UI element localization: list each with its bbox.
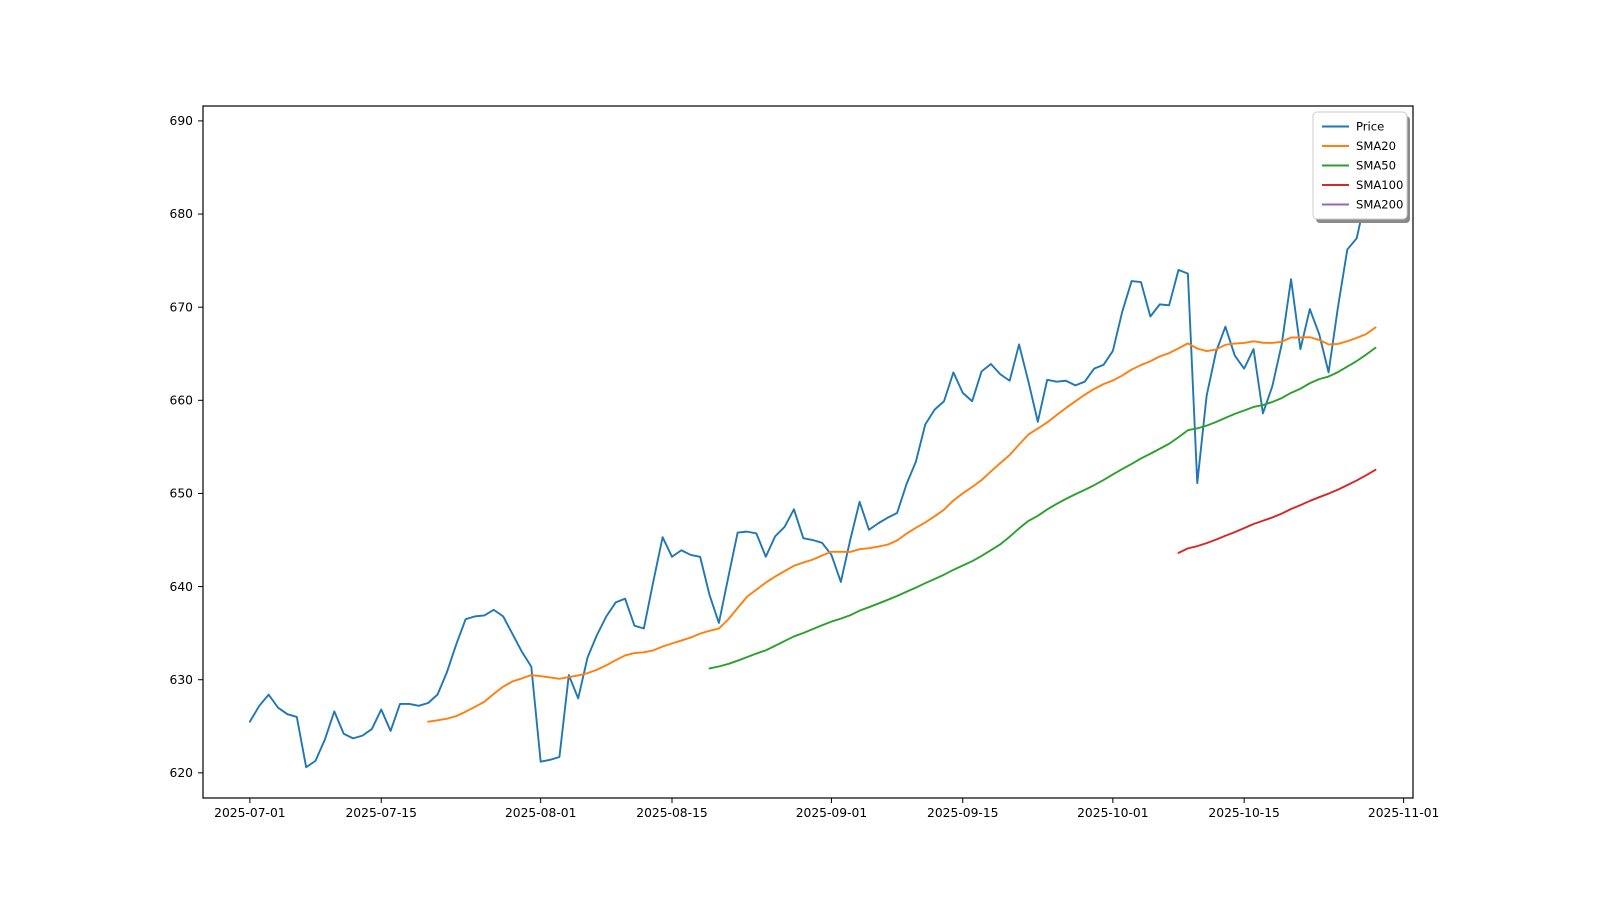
series-lines: [248, 138, 1377, 769]
legend-box: [1312, 111, 1408, 220]
price-line: [248, 138, 1377, 769]
y-tick-label: 640: [170, 580, 193, 594]
y-tick-label: 690: [170, 114, 193, 128]
y-tick-label: 620: [170, 766, 193, 780]
y-tick-label: 660: [170, 394, 193, 408]
x-tick-label: 2025-10-15: [1208, 806, 1279, 820]
y-tick-label: 650: [170, 487, 193, 501]
plot-border: [202, 105, 1414, 799]
x-tick-label: 2025-07-01: [214, 806, 285, 820]
legend-item-label: SMA200: [1356, 198, 1403, 212]
x-tick-label: 2025-08-15: [636, 806, 707, 820]
sma20-line: [427, 326, 1377, 723]
y-tick-label: 670: [170, 300, 193, 314]
legend-item-label: SMA20: [1356, 139, 1396, 153]
x-tick-label: 2025-10-01: [1077, 806, 1148, 820]
x-tick-label: 2025-07-15: [345, 806, 416, 820]
legend-item-label: SMA50: [1356, 159, 1396, 173]
x-tick-label: 2025-09-01: [796, 806, 867, 820]
x-tick-label: 2025-11-01: [1368, 806, 1439, 820]
x-tick-label: 2025-08-01: [505, 806, 576, 820]
legend-item-label: Price: [1356, 120, 1384, 134]
legend-item-label: SMA100: [1356, 178, 1403, 192]
legend: Price SMA20 SMA50 SMA100 SMA200: [1312, 111, 1410, 223]
sma100-line: [1177, 468, 1377, 554]
axes-ticks: 620 630 640 650 660 670 680 690 2025-07-01 2025-0…: [170, 114, 1440, 820]
x-tick-label: 2025-09-15: [927, 806, 998, 820]
sma50-line: [708, 346, 1377, 670]
y-tick-label: 630: [170, 673, 193, 687]
y-tick-label: 680: [170, 207, 193, 221]
